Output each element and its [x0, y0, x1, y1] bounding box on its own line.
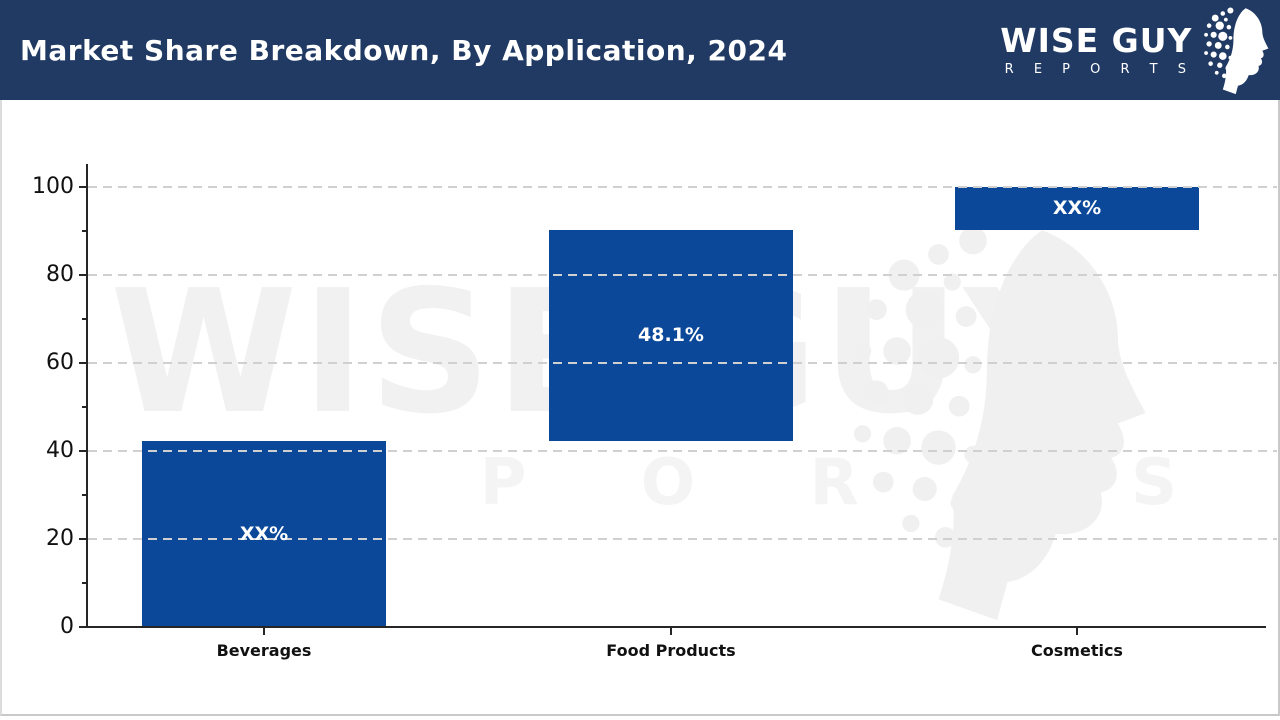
y-axis-line	[86, 164, 88, 628]
gridline-40	[88, 449, 1277, 452]
logo-head-icon	[1200, 4, 1276, 96]
gridline-100	[88, 185, 1277, 188]
bar-value-label: XX%	[239, 522, 289, 545]
head-profile-icon	[1204, 7, 1269, 95]
gridline-60	[88, 361, 1277, 364]
chart-title: Market Share Breakdown, By Application, …	[20, 33, 788, 67]
y-major-tick	[79, 625, 86, 628]
head-profile-watermark	[853, 226, 1146, 621]
bar-value-label: 48.1%	[638, 324, 704, 347]
y-tick-label: 40	[46, 437, 74, 463]
y-minor-tick	[82, 405, 86, 408]
x-tick	[670, 627, 672, 635]
gridline-20	[88, 537, 1277, 540]
y-major-tick	[79, 361, 86, 364]
y-minor-tick	[82, 493, 86, 496]
header: Market Share Breakdown, By Application, …	[0, 0, 1280, 100]
y-minor-tick	[82, 317, 86, 320]
y-tick-label: 0	[60, 613, 74, 639]
x-category-label: Cosmetics	[1031, 641, 1123, 660]
y-minor-tick	[82, 581, 86, 584]
x-tick	[263, 627, 265, 635]
logo: WISE GUY R E P O R T S	[999, 0, 1276, 100]
x-category-label: Food Products	[606, 641, 736, 660]
y-major-tick	[79, 449, 86, 452]
logo-subtitle: R E P O R T S	[1004, 61, 1194, 77]
x-category-label: Beverages	[216, 641, 312, 660]
y-tick-label: 80	[46, 261, 74, 287]
watermark-head-icon	[835, 213, 1180, 631]
y-major-tick	[79, 185, 86, 188]
bar-value-label: XX%	[1052, 197, 1102, 220]
bar-cosmetics	[955, 186, 1199, 230]
y-tick-label: 20	[46, 525, 74, 551]
logo-wordmark: WISE GUY	[1000, 20, 1193, 60]
logo-text: WISE GUY R E P O R T S	[999, 24, 1194, 77]
x-axis-line	[86, 625, 1266, 628]
x-tick	[1076, 627, 1078, 635]
y-minor-tick	[82, 229, 86, 232]
gridline-80	[88, 273, 1277, 276]
y-tick-label: 60	[46, 349, 74, 375]
y-tick-label: 100	[32, 173, 74, 199]
bar-food-products	[549, 229, 793, 442]
y-major-tick	[79, 273, 86, 276]
bar-beverages	[142, 441, 386, 627]
y-major-tick	[79, 537, 86, 540]
